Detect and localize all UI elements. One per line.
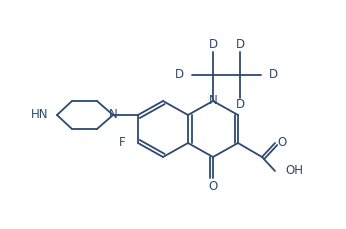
Text: D: D xyxy=(235,38,245,52)
Text: D: D xyxy=(235,98,245,112)
Text: HN: HN xyxy=(30,107,48,120)
Text: N: N xyxy=(209,93,217,106)
Text: O: O xyxy=(277,136,286,150)
Text: O: O xyxy=(208,180,218,194)
Text: D: D xyxy=(269,68,278,82)
Text: D: D xyxy=(175,68,184,82)
Text: N: N xyxy=(109,107,117,120)
Text: OH: OH xyxy=(285,164,303,177)
Text: D: D xyxy=(208,38,218,52)
Text: F: F xyxy=(118,136,125,150)
